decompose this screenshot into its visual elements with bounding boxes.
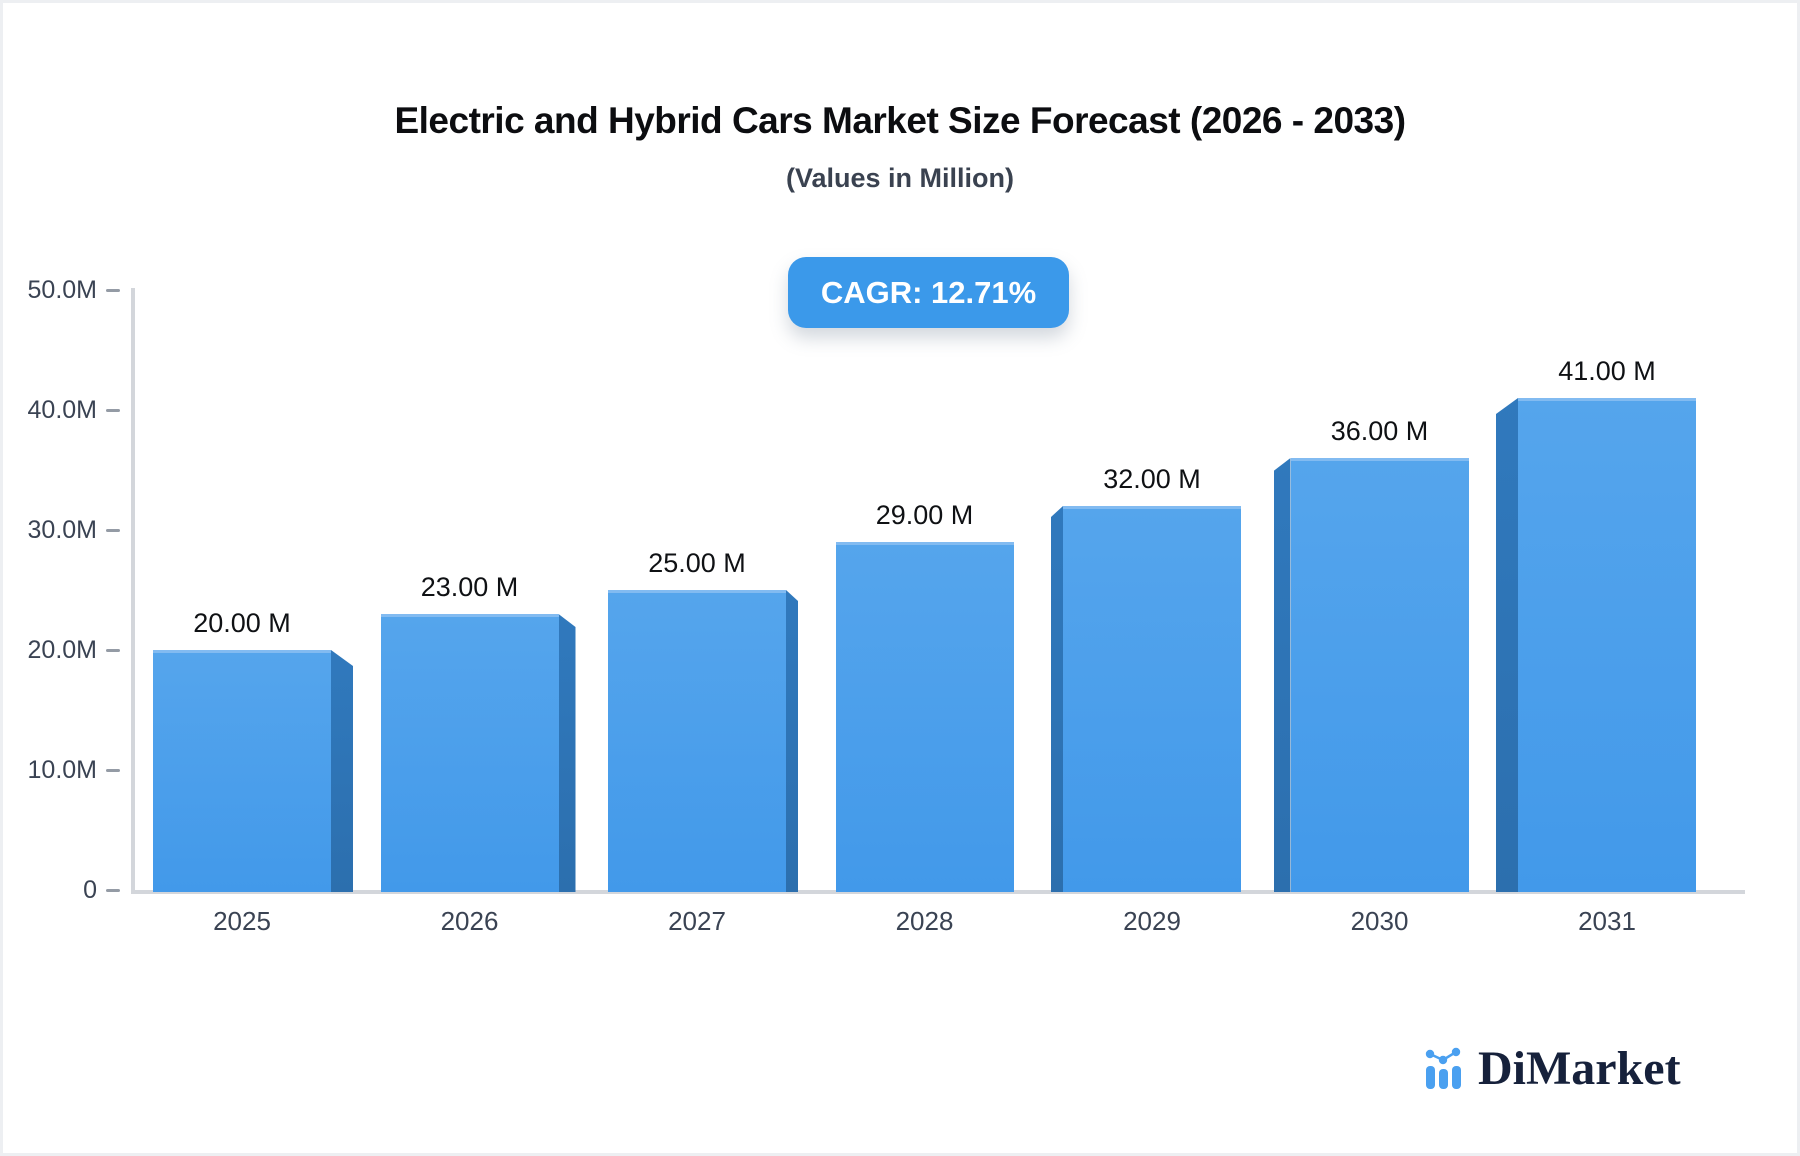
x-axis-label: 2026	[440, 906, 499, 936]
bar-2025[interactable]	[153, 650, 331, 892]
y-axis-label: 50.0M	[27, 276, 97, 304]
bar-value-label: 32.00 M	[1103, 464, 1201, 494]
bar-value-label: 20.00 M	[193, 608, 291, 638]
y-axis-label: 0	[83, 876, 97, 904]
y-axis-label: 30.0M	[27, 516, 97, 544]
cagr-badge: CAGR: 12.71%	[788, 257, 1069, 328]
chart-subtitle: (Values in Million)	[785, 163, 1015, 193]
x-axis-label: 2029	[1123, 906, 1181, 936]
chart-title: Electric and Hybrid Cars Market Size For…	[394, 100, 1406, 141]
y-axis-tick	[106, 529, 120, 532]
bar-value-label: 23.00 M	[420, 572, 519, 602]
y-axis-tick	[106, 289, 120, 292]
bar-2028[interactable]	[835, 542, 1014, 892]
y-axis-tick	[106, 769, 120, 772]
bar-value-label: 29.00 M	[875, 500, 974, 530]
y-axis-label: 20.0M	[27, 636, 97, 664]
brand-logo[interactable]: DiMarket	[1425, 1045, 1681, 1093]
x-axis-label: 2025	[213, 906, 271, 936]
cagr-badge-label: CAGR: 12.71%	[820, 274, 1037, 310]
x-axis-label: 2027	[668, 906, 726, 936]
bar-value-label: 25.00 M	[648, 548, 746, 578]
y-axis-label: 40.0M	[27, 396, 97, 424]
y-axis-label: 10.0M	[27, 756, 97, 784]
y-axis-line	[131, 288, 135, 894]
brand-name: DiMarket	[1478, 1042, 1681, 1095]
bar-3d-side-2025	[331, 650, 353, 892]
x-axis-label: 2030	[1350, 906, 1409, 936]
bar-2026[interactable]	[380, 614, 559, 892]
y-axis-tick	[106, 889, 120, 892]
bar-2030[interactable]	[1290, 458, 1469, 892]
x-axis-label: 2028	[895, 906, 954, 936]
x-axis-line	[131, 890, 1745, 894]
bar-2029[interactable]	[1063, 506, 1241, 892]
bar-3d-side-2029	[1051, 506, 1063, 892]
bar-2031[interactable]	[1518, 398, 1696, 892]
bar-3d-side-2030	[1273, 458, 1291, 892]
y-axis-tick	[106, 649, 120, 652]
bar-2027[interactable]	[608, 590, 786, 892]
chart-card: Electric and Hybrid Cars Market Size For…	[3, 3, 1797, 1153]
bar-chart-plot-area: 0 10.0M 20.0M 30.0M 40.0M 50.0M 20.00 M 23.00 …	[3, 3, 1797, 1153]
bar-3d-side-2026	[558, 614, 576, 892]
bar-value-label: 41.00 M	[1558, 356, 1656, 386]
x-axis-label: 2031	[1578, 906, 1636, 936]
mini-bar-line-chart-icon	[1425, 1047, 1461, 1089]
y-axis-tick	[106, 409, 120, 412]
bar-3d-side-2027	[786, 590, 798, 892]
bar-3d-side-2031	[1496, 398, 1518, 892]
bar-value-label: 36.00 M	[1330, 416, 1429, 446]
